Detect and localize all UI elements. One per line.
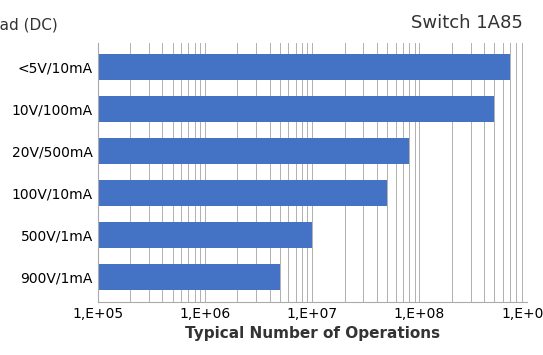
Bar: [0, 264, 280, 290]
Bar: [0, 138, 409, 164]
Bar: [0, 54, 510, 80]
Text: Switch 1A85: Switch 1A85: [411, 14, 522, 32]
Text: Load (DC): Load (DC): [0, 17, 58, 32]
Bar: [0, 222, 312, 248]
Bar: [0, 96, 495, 122]
X-axis label: Typical Number of Operations: Typical Number of Operations: [185, 326, 440, 341]
Bar: [0, 180, 387, 206]
